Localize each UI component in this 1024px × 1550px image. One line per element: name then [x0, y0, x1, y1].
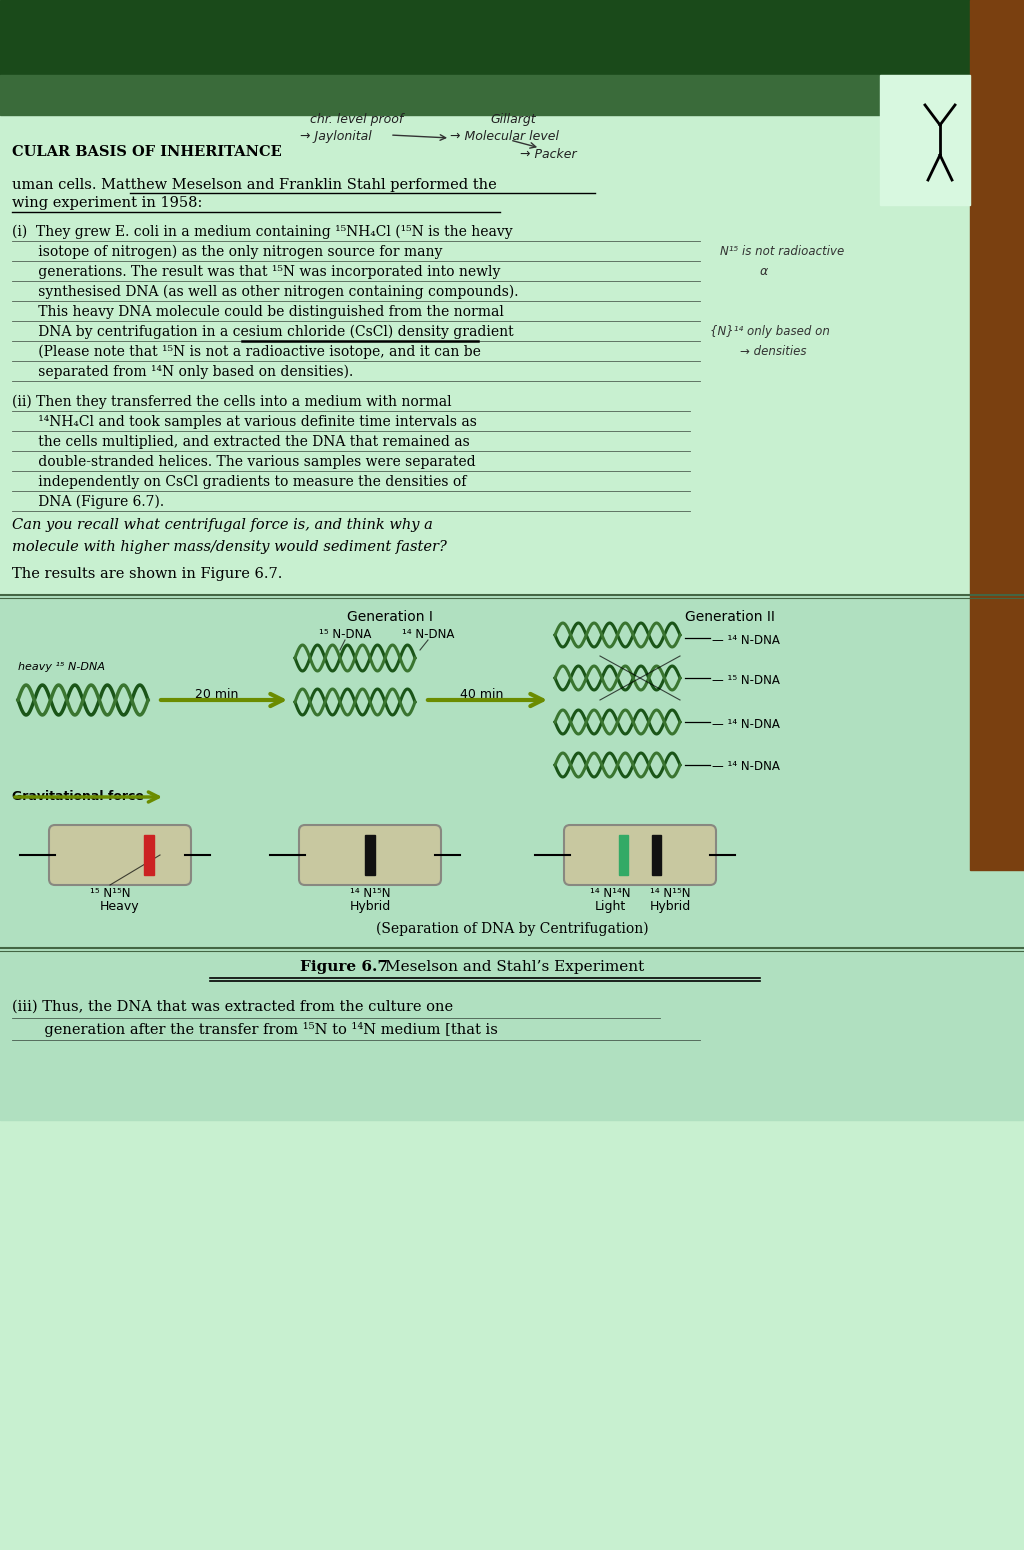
Text: ¹⁴ N¹⁴N: ¹⁴ N¹⁴N — [590, 887, 630, 901]
Text: heavy ¹⁵ N-DNA: heavy ¹⁵ N-DNA — [18, 662, 105, 673]
Text: (ii) Then they transferred the cells into a medium with normal: (ii) Then they transferred the cells int… — [12, 395, 452, 409]
Text: Generation I: Generation I — [347, 611, 433, 625]
Text: chr. level proof: chr. level proof — [310, 113, 403, 126]
Text: Generation II: Generation II — [685, 611, 775, 625]
Text: Gillargt: Gillargt — [490, 113, 536, 126]
Text: Gravitational force: Gravitational force — [12, 790, 144, 803]
Text: → Jaylonital: → Jaylonital — [300, 130, 372, 143]
Text: molecule with higher mass/density would sediment faster?: molecule with higher mass/density would … — [12, 539, 446, 553]
Text: uman cells. Matthew Meselson and Franklin Stahl performed the: uman cells. Matthew Meselson and Frankli… — [12, 178, 497, 192]
Text: Heavy: Heavy — [100, 901, 140, 913]
Text: Figure 6.7: Figure 6.7 — [300, 959, 388, 973]
Text: — ¹⁴ N-DNA: — ¹⁴ N-DNA — [712, 718, 780, 730]
Text: ¹⁴ N-DNA: ¹⁴ N-DNA — [401, 628, 455, 642]
Text: (Separation of DNA by Centrifugation): (Separation of DNA by Centrifugation) — [376, 922, 648, 936]
Text: DNA by centrifugation in a cesium chloride (CsCl) density gradient: DNA by centrifugation in a cesium chlori… — [12, 326, 514, 339]
Text: (iii) Thus, the DNA that was extracted from the culture one: (iii) Thus, the DNA that was extracted f… — [12, 1000, 454, 1014]
Text: — ¹⁴ N-DNA: — ¹⁴ N-DNA — [712, 634, 780, 646]
Text: DNA (Figure 6.7).: DNA (Figure 6.7). — [12, 494, 164, 510]
Text: Light: Light — [594, 901, 626, 913]
Bar — [0, 74, 1024, 115]
Text: ¹⁴ N¹⁵N: ¹⁴ N¹⁵N — [350, 887, 390, 901]
Text: 20 min: 20 min — [195, 688, 239, 701]
Text: ¹⁴NH₄Cl and took samples at various definite time intervals as: ¹⁴NH₄Cl and took samples at various defi… — [12, 415, 477, 429]
Text: — ¹⁵ N-DNA: — ¹⁵ N-DNA — [712, 674, 780, 687]
Text: ¹⁵ N-DNA: ¹⁵ N-DNA — [318, 628, 371, 642]
Text: Can you recall what centrifugal force is, and think why a: Can you recall what centrifugal force is… — [12, 518, 433, 532]
Text: separated from ¹⁴N only based on densities).: separated from ¹⁴N only based on densiti… — [12, 364, 353, 380]
Text: Meselson and Stahl’s Experiment: Meselson and Stahl’s Experiment — [385, 959, 644, 973]
Bar — [0, 0, 1024, 74]
Text: the cells multiplied, and extracted the DNA that remained as: the cells multiplied, and extracted the … — [12, 436, 470, 450]
Text: (Please note that ¹⁵N is not a radioactive isotope, and it can be: (Please note that ¹⁵N is not a radioacti… — [12, 346, 481, 360]
Text: wing experiment in 1958:: wing experiment in 1958: — [12, 195, 203, 209]
Bar — [143, 835, 154, 876]
Bar — [618, 835, 628, 876]
Text: — ¹⁴ N-DNA: — ¹⁴ N-DNA — [712, 761, 780, 773]
FancyBboxPatch shape — [564, 825, 716, 885]
Text: CULAR BASIS OF INHERITANCE: CULAR BASIS OF INHERITANCE — [12, 146, 282, 160]
Text: Hybrid: Hybrid — [349, 901, 390, 913]
Text: generations. The result was that ¹⁵N was incorporated into newly: generations. The result was that ¹⁵N was… — [12, 265, 501, 279]
Text: α: α — [760, 265, 768, 277]
Bar — [0, 595, 1024, 1121]
Text: → Packer: → Packer — [520, 147, 577, 161]
Text: independently on CsCl gradients to measure the densities of: independently on CsCl gradients to measu… — [12, 474, 466, 488]
Text: → Molecular level: → Molecular level — [450, 130, 559, 143]
Text: ¹⁴ N¹⁵N: ¹⁴ N¹⁵N — [650, 887, 690, 901]
Text: → densities: → densities — [740, 346, 807, 358]
Text: Hybrid: Hybrid — [649, 901, 690, 913]
Text: {N}¹⁴ only based on: {N}¹⁴ only based on — [710, 326, 829, 338]
Text: 40 min: 40 min — [460, 688, 504, 701]
Text: ¹⁵ N¹⁵N: ¹⁵ N¹⁵N — [90, 887, 130, 901]
Text: double-stranded helices. The various samples were separated: double-stranded helices. The various sam… — [12, 456, 475, 470]
FancyBboxPatch shape — [299, 825, 441, 885]
FancyBboxPatch shape — [49, 825, 191, 885]
Text: generation after the transfer from ¹⁵N to ¹⁴N medium [that is: generation after the transfer from ¹⁵N t… — [12, 1021, 498, 1037]
Text: The results are shown in Figure 6.7.: The results are shown in Figure 6.7. — [12, 567, 283, 581]
Bar — [970, 0, 1024, 870]
Bar — [880, 74, 970, 205]
Text: N¹⁵ is not radioactive: N¹⁵ is not radioactive — [720, 245, 844, 257]
Bar — [652, 835, 662, 876]
Bar — [365, 835, 375, 876]
Text: synthesised DNA (as well as other nitrogen containing compounds).: synthesised DNA (as well as other nitrog… — [12, 285, 518, 299]
Text: isotope of nitrogen) as the only nitrogen source for many: isotope of nitrogen) as the only nitroge… — [12, 245, 442, 259]
Text: This heavy DNA molecule could be distinguished from the normal: This heavy DNA molecule could be disting… — [12, 305, 504, 319]
Text: (i)  They grew E. coli in a medium containing ¹⁵NH₄Cl (¹⁵N is the heavy: (i) They grew E. coli in a medium contai… — [12, 225, 513, 239]
